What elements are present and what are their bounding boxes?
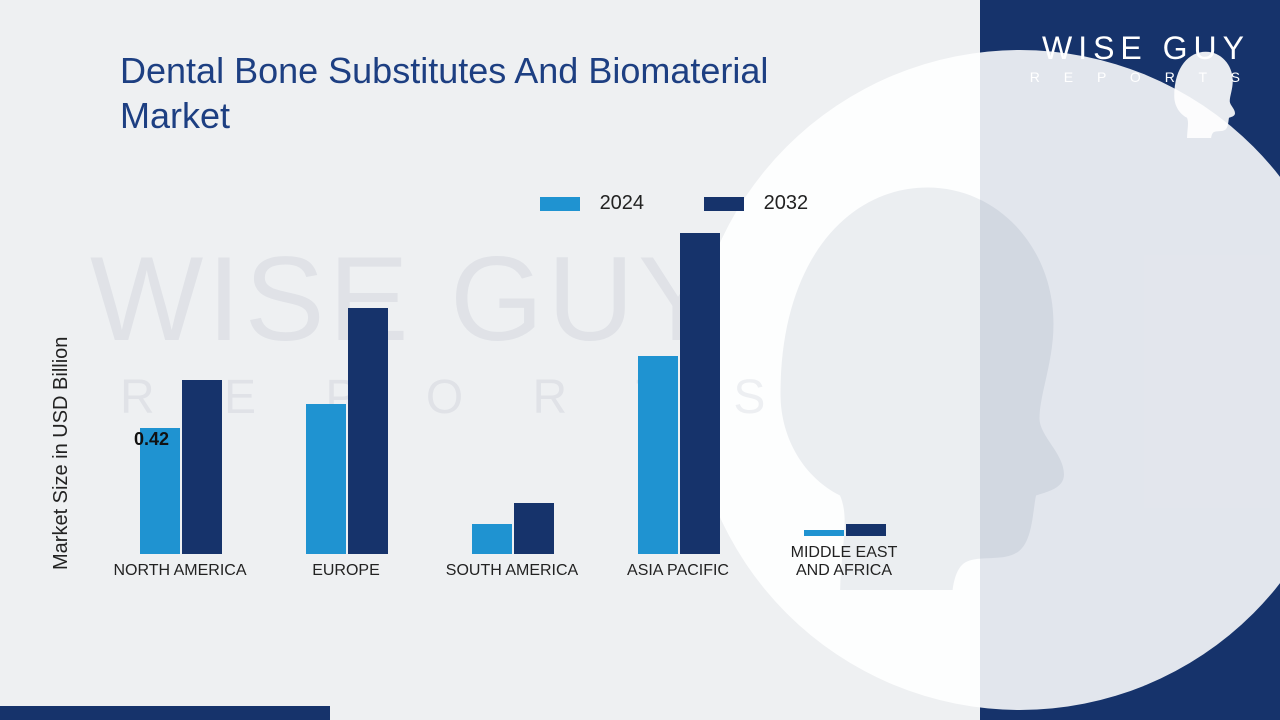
brand-head-icon <box>1162 48 1242 138</box>
bar-group: MIDDLE EAST AND AFRICA <box>774 176 914 580</box>
category-label: SOUTH AMERICA <box>442 562 582 580</box>
bar-pair <box>442 194 582 554</box>
bar-group: EUROPE <box>276 194 416 580</box>
bar-2032 <box>514 503 554 554</box>
stage: WISE GUY R E P O R T S Dental Bone Subst… <box>0 0 1280 720</box>
bar-2032 <box>348 308 388 554</box>
y-axis-label: Market Size in USD Billion <box>50 337 73 570</box>
category-label: NORTH AMERICA <box>110 562 250 580</box>
bar-2032 <box>680 233 720 554</box>
bar-2024 <box>804 530 844 536</box>
plot-area: NORTH AMERICA EUROPE SOUTH AMERICA ASIA PAC… <box>110 220 970 580</box>
bar-pair <box>110 194 250 554</box>
category-label: EUROPE <box>276 562 416 580</box>
brand-logo: WISE GUY R E P O R T S <box>1030 30 1250 85</box>
category-label: MIDDLE EAST AND AFRICA <box>774 544 914 580</box>
data-label: 0.42 <box>134 429 169 450</box>
bar-2032 <box>846 524 886 536</box>
chart-title: Dental Bone Substitutes And Biomaterial … <box>120 48 820 138</box>
bar-group: ASIA PACIFIC <box>608 194 748 580</box>
bar-2024 <box>638 356 678 554</box>
bar-2032 <box>182 380 222 554</box>
footer-accent-bar <box>0 706 330 720</box>
category-label: ASIA PACIFIC <box>608 562 748 580</box>
bar-pair <box>276 194 416 554</box>
bar-group: NORTH AMERICA <box>110 194 250 580</box>
bar-group: SOUTH AMERICA <box>442 194 582 580</box>
bar-2024 <box>472 524 512 554</box>
bar-pair <box>774 176 914 536</box>
bar-2024 <box>306 404 346 554</box>
bar-pair <box>608 194 748 554</box>
